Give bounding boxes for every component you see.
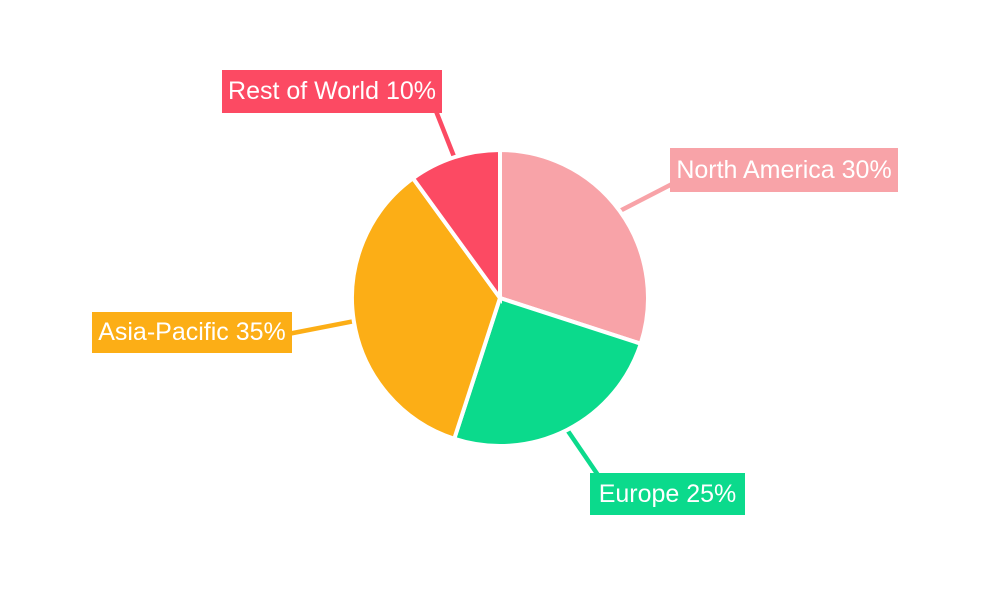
pie-slice-rest-of-world <box>410 147 502 305</box>
pie-slice-europe <box>451 295 644 448</box>
leader-line-europe <box>565 428 602 480</box>
leader-line-asia-pacific <box>287 318 355 337</box>
leader-line-north-america <box>618 180 678 214</box>
leader-line-rest-of-world <box>431 105 457 159</box>
pie-slice-north-america <box>498 147 650 347</box>
pie-slice-asia-pacific <box>350 175 503 442</box>
